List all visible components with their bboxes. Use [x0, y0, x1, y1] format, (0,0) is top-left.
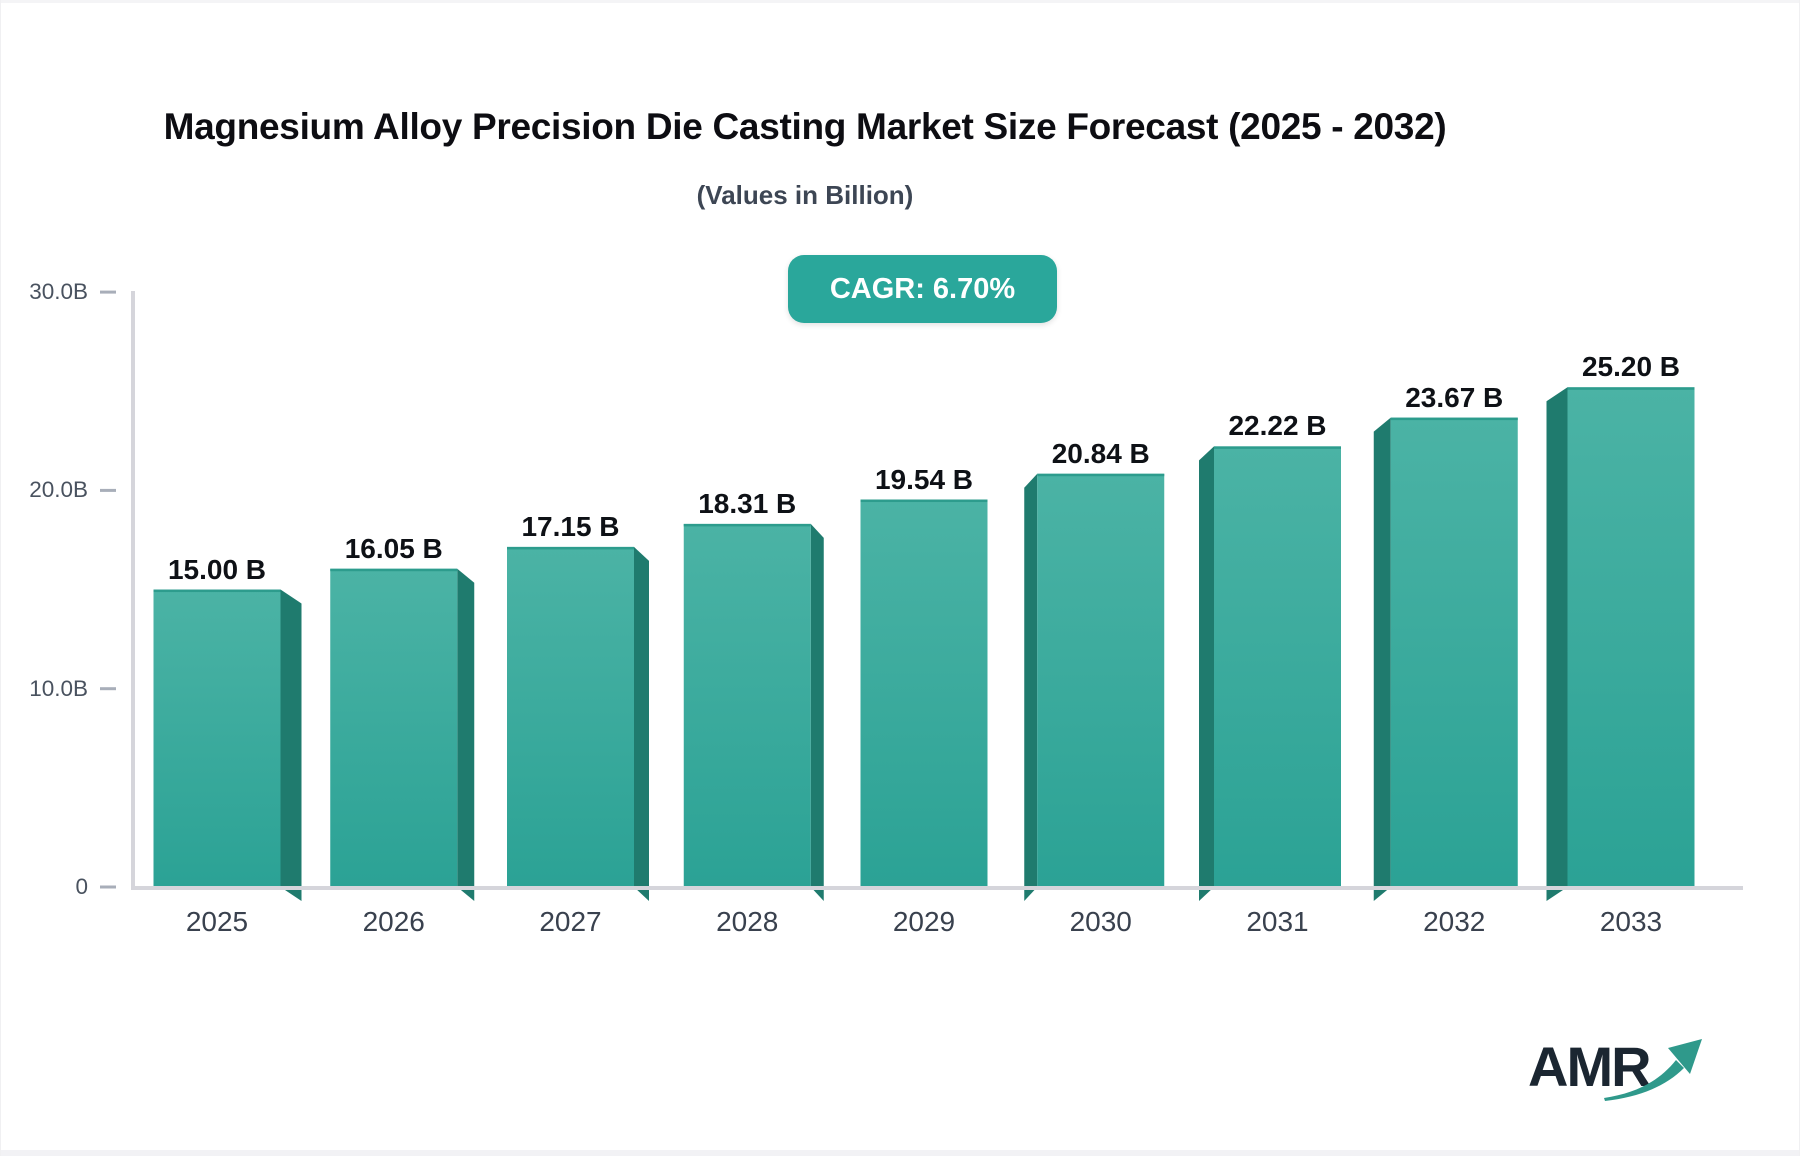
left-edge-line [0, 0, 1, 1156]
y-axis-line [131, 291, 135, 890]
bar-front-face [330, 568, 458, 887]
bar-2026 [330, 568, 475, 901]
cagr-badge: CAGR: 6.70% [788, 255, 1057, 323]
y-tick-mark [100, 885, 116, 889]
bar-side-face [280, 589, 302, 901]
y-tick-mark [100, 290, 116, 294]
bar-front-face [507, 546, 634, 887]
bar-side-face [1546, 387, 1568, 901]
bar-top-edge [1567, 387, 1695, 390]
bar-side-face [457, 568, 475, 901]
bar-front-face [1567, 387, 1695, 887]
bar-front-face [860, 499, 988, 887]
chart-subtitle: (Values in Billion) [696, 180, 914, 210]
bar-front-face [1214, 446, 1341, 887]
bar-2033 [1546, 387, 1695, 901]
bar-2029 [860, 499, 988, 887]
bar-side-face [810, 523, 824, 901]
bar-top-edge [1037, 473, 1165, 477]
bar-top-edge [153, 589, 281, 593]
amr-logo-arrow-icon [1604, 1039, 1702, 1101]
bar-side-face [1024, 473, 1038, 901]
bar-top-edge [330, 568, 458, 572]
top-edge-strip [0, 0, 1800, 3]
bar-front-face [1390, 417, 1518, 887]
chart-title: Magnesium Alloy Precision Die Casting Ma… [163, 106, 1447, 147]
bar-2031 [1199, 446, 1341, 901]
amr-logo-text: AMR [1528, 1035, 1652, 1098]
bar-front-face [1037, 473, 1165, 887]
bottom-edge-strip [0, 1150, 1800, 1156]
bar-top-edge [1390, 417, 1518, 421]
bar-2032 [1373, 417, 1518, 901]
bar-front-face [683, 523, 811, 887]
bar-2030 [1024, 473, 1165, 901]
y-tick-mark [100, 687, 116, 691]
bar-top-edge [683, 523, 811, 527]
bar-2025 [153, 589, 302, 901]
bar-top-edge [507, 546, 634, 550]
plot-area [100, 290, 1743, 901]
bar-top-edge [860, 499, 988, 503]
bar-2027 [507, 546, 649, 901]
x-axis-line [131, 886, 1743, 890]
bar-side-face [1373, 417, 1391, 901]
amr-logo: AMR [1528, 1034, 1718, 1114]
bar-2028 [683, 523, 824, 901]
bar-side-face [634, 546, 649, 901]
bar-top-edge [1214, 446, 1341, 449]
bar-side-face [1199, 446, 1214, 901]
y-tick-mark [100, 488, 116, 492]
bar-front-face [153, 589, 281, 887]
